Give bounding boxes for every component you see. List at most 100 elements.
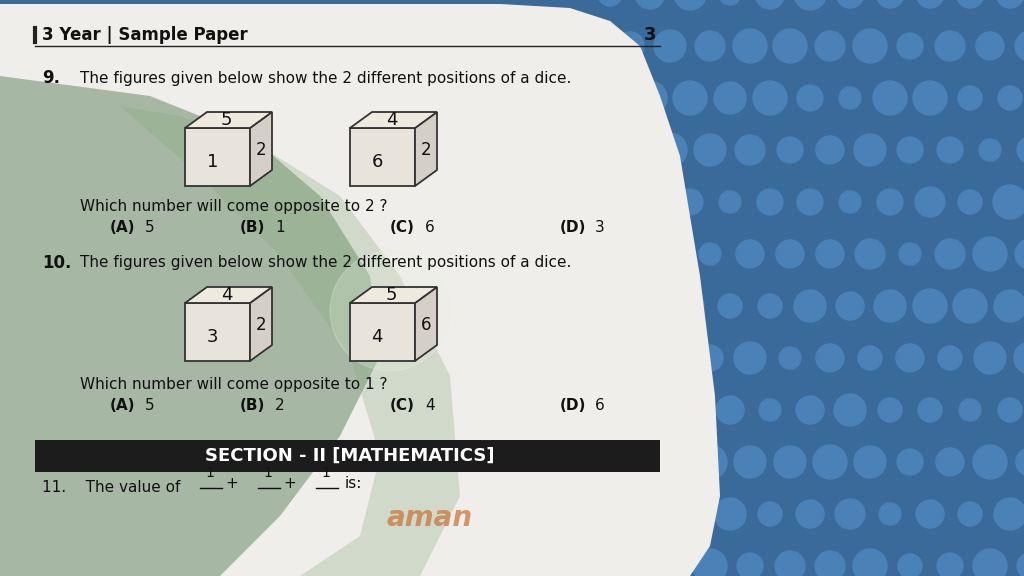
Circle shape [616,552,644,576]
Circle shape [918,398,942,422]
Circle shape [674,0,706,10]
Polygon shape [350,303,415,361]
Circle shape [655,551,685,576]
Circle shape [815,551,845,576]
Circle shape [734,342,766,374]
Circle shape [656,448,684,476]
Circle shape [877,189,903,215]
Circle shape [579,139,601,161]
Circle shape [854,446,886,478]
Circle shape [938,346,962,370]
Circle shape [775,551,805,576]
Circle shape [855,239,885,269]
Text: 11.    The value of: 11. The value of [42,480,180,495]
Circle shape [994,290,1024,322]
Text: SECTION - II [MATHEMATICS]: SECTION - II [MATHEMATICS] [205,447,495,465]
Circle shape [573,237,607,271]
Circle shape [853,549,887,576]
Circle shape [816,344,844,372]
Circle shape [616,32,644,60]
Circle shape [616,448,644,476]
Circle shape [777,137,803,163]
Circle shape [653,341,687,375]
Polygon shape [250,112,272,186]
Circle shape [1016,448,1024,476]
Circle shape [937,137,963,163]
Circle shape [815,31,845,61]
Text: 2: 2 [256,141,267,159]
Circle shape [916,500,944,528]
Polygon shape [350,128,415,186]
Circle shape [973,549,1007,576]
Circle shape [753,81,787,115]
Circle shape [836,292,864,320]
Circle shape [638,294,662,318]
Circle shape [575,344,604,372]
Circle shape [658,242,682,266]
FancyBboxPatch shape [35,440,660,472]
Circle shape [674,498,706,530]
Circle shape [973,237,1007,271]
Circle shape [794,0,826,10]
Circle shape [1014,342,1024,374]
Circle shape [916,0,944,8]
Text: 5: 5 [145,399,155,414]
Circle shape [734,446,766,478]
Circle shape [858,346,882,370]
Text: 1: 1 [207,153,218,170]
Circle shape [836,0,864,8]
Text: (B): (B) [240,399,265,414]
Circle shape [878,398,902,422]
Circle shape [813,445,847,479]
Circle shape [973,445,1007,479]
Circle shape [716,396,744,424]
Circle shape [615,343,645,373]
Circle shape [998,398,1022,422]
Circle shape [874,290,906,322]
Circle shape [879,503,901,525]
Circle shape [653,133,687,167]
Circle shape [599,399,621,421]
Circle shape [613,133,647,167]
Text: 5: 5 [220,111,232,128]
Circle shape [633,393,667,427]
Circle shape [719,0,741,5]
Polygon shape [185,303,250,361]
Circle shape [598,0,622,6]
Text: 2: 2 [275,399,285,414]
Circle shape [816,240,844,268]
Circle shape [755,0,785,9]
Circle shape [633,81,667,115]
Text: 3: 3 [595,221,605,236]
Circle shape [915,187,945,217]
Text: 9.: 9. [42,69,60,87]
Polygon shape [350,112,437,128]
Text: 5: 5 [145,221,155,236]
Text: 10.: 10. [42,254,72,272]
Circle shape [839,191,861,213]
Text: (D): (D) [560,221,587,236]
Circle shape [733,29,767,63]
Circle shape [937,553,963,576]
Circle shape [853,29,887,63]
Circle shape [693,445,727,479]
Circle shape [635,0,665,9]
Polygon shape [185,112,272,128]
Circle shape [678,398,702,422]
Text: aman: aman [387,504,473,532]
Circle shape [796,396,824,424]
Circle shape [737,553,763,576]
Circle shape [816,136,844,164]
Text: 6: 6 [595,399,605,414]
Text: 4: 4 [386,111,397,128]
Circle shape [913,289,947,323]
Circle shape [958,502,982,526]
Circle shape [615,239,645,269]
Text: 3: 3 [207,328,218,346]
Circle shape [897,137,923,163]
Polygon shape [185,287,272,303]
Circle shape [797,189,823,215]
Circle shape [593,185,627,219]
Circle shape [758,294,782,318]
Circle shape [774,446,806,478]
